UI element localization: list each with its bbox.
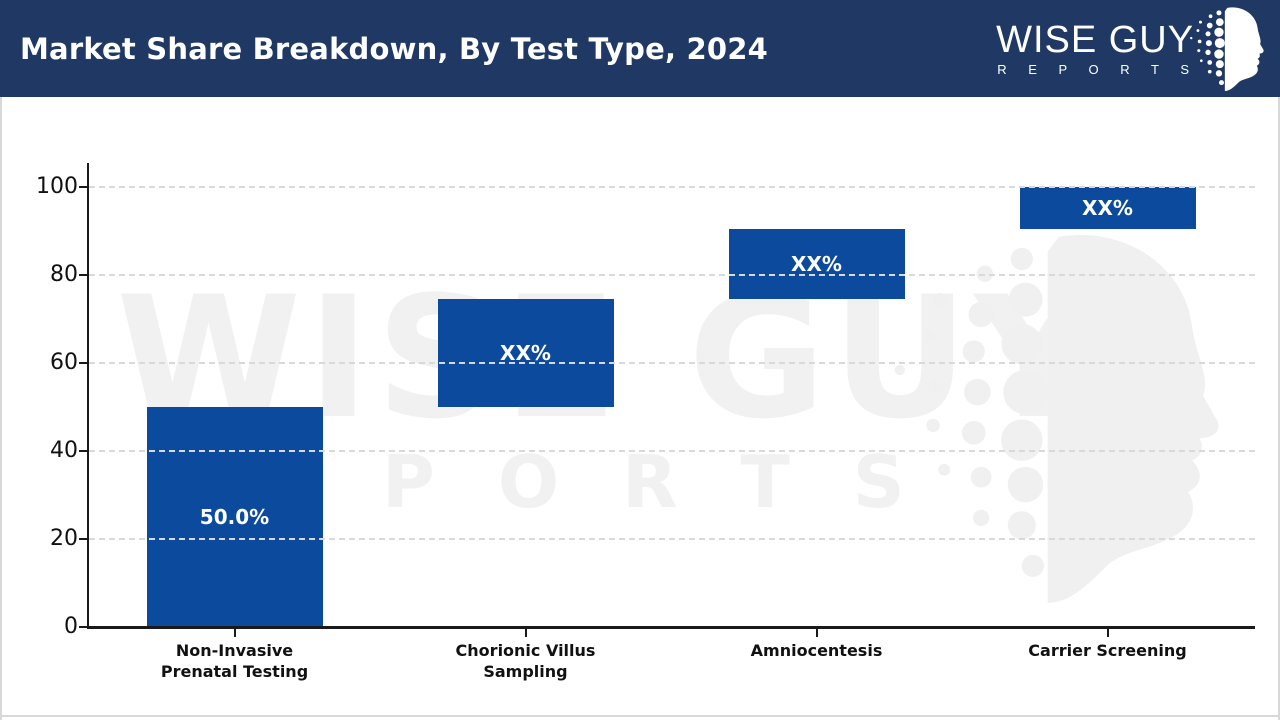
header-bar: Market Share Breakdown, By Test Type, 20… <box>0 0 1280 97</box>
logo-text: WISE GUY R E P O R T S <box>992 21 1198 77</box>
category-label-line: Sampling <box>483 662 568 681</box>
gridline <box>89 186 1255 188</box>
gridline <box>89 362 1255 364</box>
gridline <box>89 538 1255 540</box>
y-tick-label: 0 <box>64 614 78 639</box>
category-label: Carrier Screening <box>958 640 1258 661</box>
y-tick-label: 100 <box>36 174 78 199</box>
y-tick-label: 20 <box>50 526 78 551</box>
x-tick <box>1106 629 1109 637</box>
watermark-text-line2: P O R T S <box>382 440 924 524</box>
y-tick-label: 80 <box>50 262 78 287</box>
y-axis-line <box>87 163 89 629</box>
category-label-line: Carrier Screening <box>1028 641 1187 660</box>
bar-value-label: XX% <box>1082 195 1133 220</box>
x-tick <box>524 629 527 637</box>
y-tick <box>79 538 87 540</box>
bar: XX% <box>1019 187 1196 229</box>
logo-subtitle: R E P O R T S <box>997 62 1198 77</box>
category-label: Chorionic Villus Sampling <box>376 640 676 682</box>
category-label-line: Non-Invasive <box>175 641 294 660</box>
left-border-line <box>0 97 2 720</box>
page-title: Market Share Breakdown, By Test Type, 20… <box>20 31 769 66</box>
category-label: Amniocentesis <box>667 640 967 661</box>
bar: 50.0% <box>146 407 323 627</box>
category-label-line: Amniocentesis <box>750 641 883 660</box>
x-tick <box>233 629 236 637</box>
bar-value-label: 50.0% <box>199 505 270 529</box>
right-border-line <box>1278 97 1280 720</box>
x-tick <box>815 629 818 637</box>
y-tick-label: 60 <box>50 350 78 375</box>
y-tick <box>79 186 87 188</box>
gridline <box>89 450 1255 452</box>
logo-face-icon <box>1190 7 1264 91</box>
bottom-border-line <box>0 715 1280 717</box>
y-tick <box>79 626 87 628</box>
category-label-line: Chorionic Villus <box>455 641 596 660</box>
category-label: Non-Invasive Prenatal Testing <box>85 640 385 682</box>
x-axis-line <box>87 626 1255 629</box>
category-label-line: Prenatal Testing <box>160 662 309 681</box>
y-tick-label: 40 <box>50 438 78 463</box>
bar-value-label: XX% <box>500 341 551 366</box>
wise-guy-reports-logo: WISE GUY R E P O R T S <box>992 4 1266 94</box>
y-tick <box>79 450 87 452</box>
gridline <box>89 274 1255 276</box>
logo-name: WISE GUY <box>996 19 1195 61</box>
y-tick <box>79 362 87 364</box>
bar: XX% <box>728 228 905 300</box>
bar: XX% <box>437 299 614 407</box>
y-tick <box>79 274 87 276</box>
watermark-face-icon <box>894 234 1219 603</box>
bar-value-label: XX% <box>791 251 842 276</box>
